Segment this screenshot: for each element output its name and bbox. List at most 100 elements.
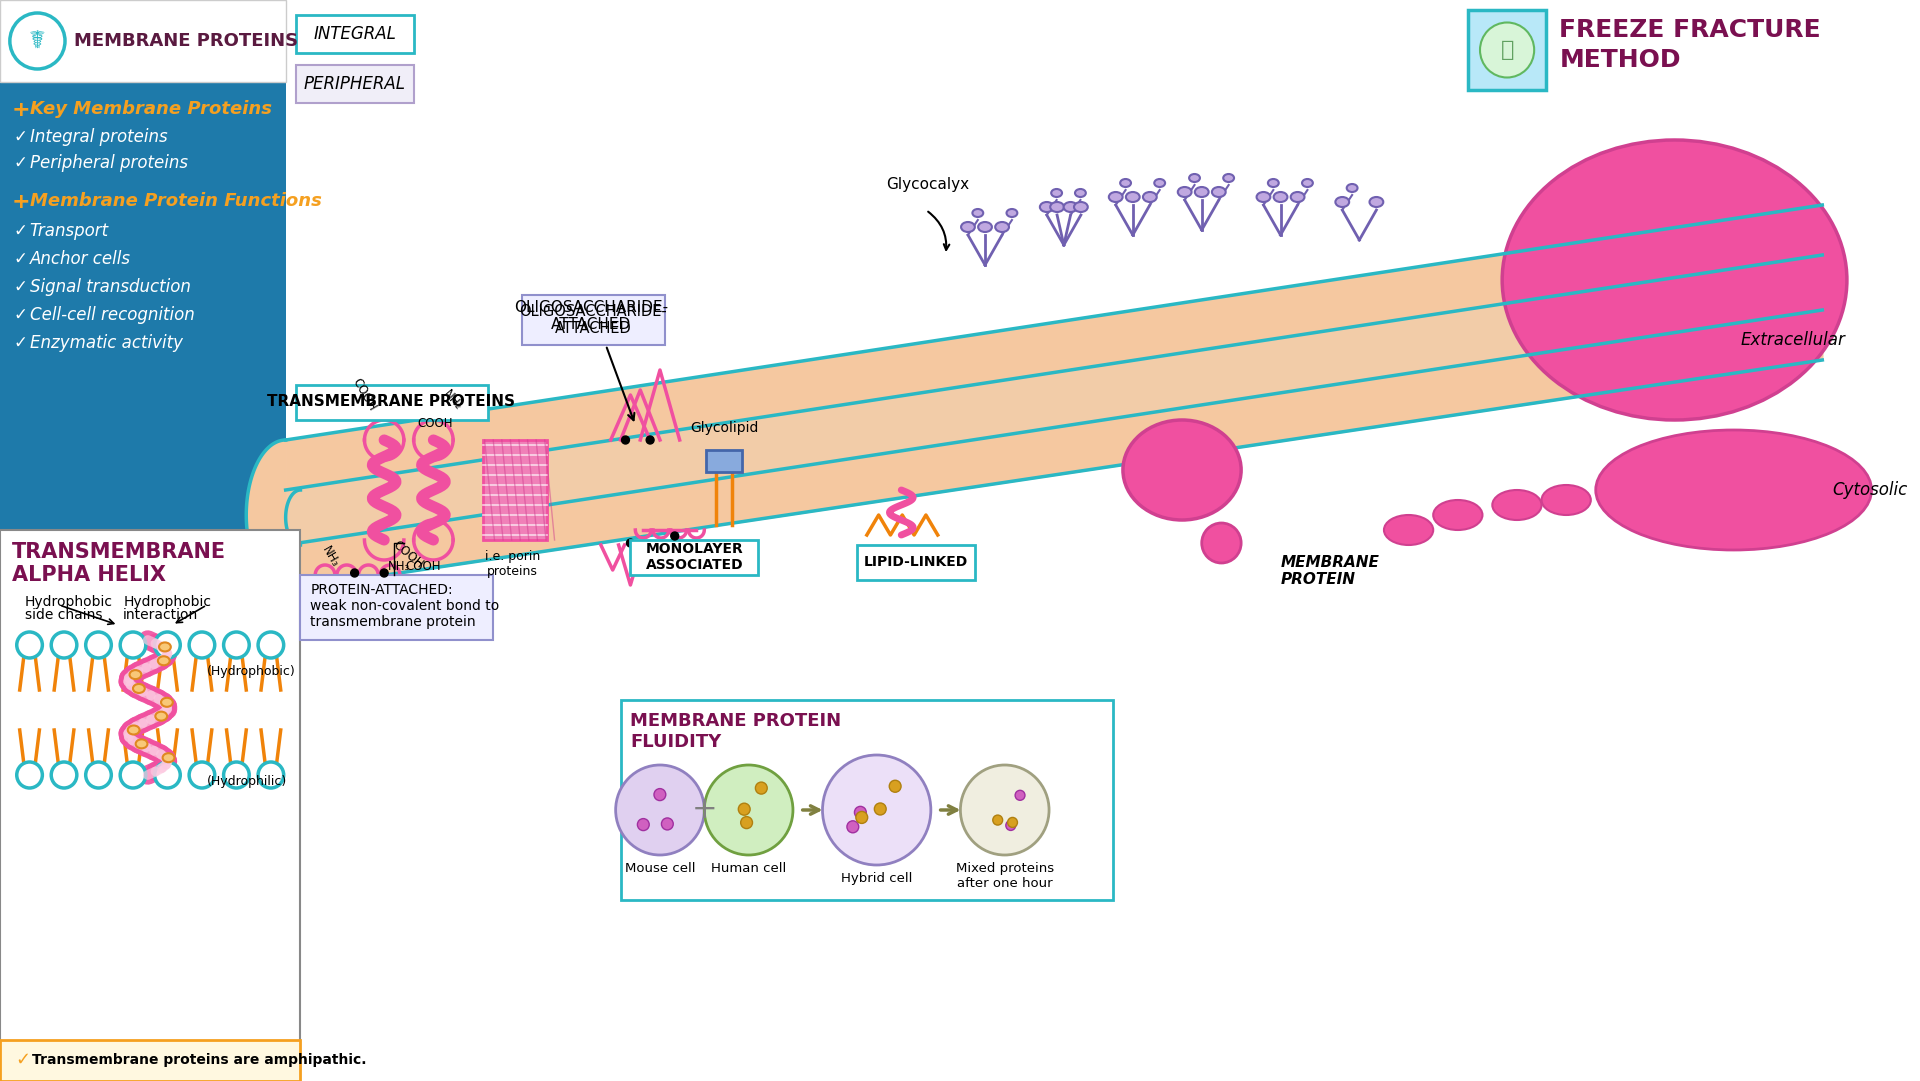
- Text: Enzymatic activity: Enzymatic activity: [29, 334, 182, 352]
- Circle shape: [647, 436, 655, 444]
- FancyBboxPatch shape: [620, 700, 1114, 900]
- Circle shape: [380, 569, 388, 577]
- Ellipse shape: [1188, 174, 1200, 182]
- Ellipse shape: [1050, 202, 1064, 212]
- Circle shape: [741, 816, 753, 829]
- Circle shape: [822, 755, 931, 865]
- Ellipse shape: [1302, 179, 1313, 187]
- Ellipse shape: [1177, 187, 1192, 197]
- Text: FREEZE FRACTURE: FREEZE FRACTURE: [1559, 18, 1820, 42]
- Text: ✓: ✓: [13, 128, 27, 146]
- Text: OLIGOSACCHARIDE-
ATTACHED: OLIGOSACCHARIDE- ATTACHED: [518, 304, 666, 336]
- Text: Hydrophobic: Hydrophobic: [25, 595, 113, 609]
- Ellipse shape: [1142, 192, 1156, 202]
- Ellipse shape: [977, 222, 993, 232]
- Ellipse shape: [995, 222, 1010, 232]
- Text: Hybrid cell: Hybrid cell: [841, 872, 912, 885]
- FancyBboxPatch shape: [1467, 10, 1546, 90]
- FancyBboxPatch shape: [296, 15, 413, 53]
- Text: Membrane Protein Functions: Membrane Protein Functions: [29, 192, 321, 210]
- Circle shape: [351, 569, 359, 577]
- Text: Mouse cell: Mouse cell: [624, 862, 695, 875]
- Circle shape: [960, 765, 1048, 855]
- Text: ✓: ✓: [13, 250, 27, 268]
- Text: ✓: ✓: [13, 278, 27, 296]
- Text: NH₃: NH₃: [388, 560, 411, 573]
- Ellipse shape: [1125, 192, 1140, 202]
- Circle shape: [626, 539, 634, 547]
- Ellipse shape: [1041, 202, 1054, 212]
- Circle shape: [1016, 790, 1025, 800]
- Ellipse shape: [159, 642, 171, 652]
- Ellipse shape: [1384, 515, 1432, 545]
- Text: Cytosolic: Cytosolic: [1832, 481, 1907, 499]
- Text: (Hydrophilic): (Hydrophilic): [207, 775, 288, 788]
- Text: INTEGRAL: INTEGRAL: [313, 25, 396, 43]
- Circle shape: [121, 762, 146, 788]
- Ellipse shape: [972, 209, 983, 217]
- Circle shape: [86, 762, 111, 788]
- Ellipse shape: [1346, 184, 1357, 192]
- Ellipse shape: [1492, 490, 1542, 520]
- Circle shape: [156, 632, 180, 658]
- Text: MEMBRANE
PROTEIN: MEMBRANE PROTEIN: [1281, 555, 1379, 587]
- Ellipse shape: [962, 222, 975, 232]
- Text: Cell-cell recognition: Cell-cell recognition: [29, 306, 194, 324]
- Text: ✓: ✓: [13, 154, 27, 172]
- Circle shape: [622, 436, 630, 444]
- Ellipse shape: [1256, 192, 1271, 202]
- Circle shape: [1202, 523, 1240, 563]
- Ellipse shape: [129, 670, 142, 679]
- Text: TRANSMEMBRANE PROTEINS: TRANSMEMBRANE PROTEINS: [267, 395, 515, 410]
- Text: MONOLAYER
ASSOCIATED: MONOLAYER ASSOCIATED: [645, 542, 743, 572]
- FancyBboxPatch shape: [0, 0, 286, 82]
- FancyBboxPatch shape: [0, 530, 300, 1081]
- Text: ✓: ✓: [13, 334, 27, 352]
- Ellipse shape: [1110, 192, 1123, 202]
- Ellipse shape: [1194, 187, 1208, 197]
- Ellipse shape: [1119, 179, 1131, 187]
- Text: (Hydrophobic): (Hydrophobic): [207, 665, 296, 678]
- Circle shape: [52, 762, 77, 788]
- Circle shape: [121, 632, 146, 658]
- Text: COOH: COOH: [405, 560, 442, 573]
- FancyBboxPatch shape: [522, 295, 664, 345]
- FancyBboxPatch shape: [856, 545, 975, 580]
- Ellipse shape: [157, 656, 169, 665]
- Circle shape: [257, 632, 284, 658]
- Text: MEMBRANE PROTEINS: MEMBRANE PROTEINS: [73, 32, 298, 50]
- Text: MEMBRANE PROTEIN
FLUIDITY: MEMBRANE PROTEIN FLUIDITY: [630, 712, 841, 751]
- Text: Glycocalyx: Glycocalyx: [887, 177, 970, 192]
- Text: LIPID-LINKED: LIPID-LINKED: [864, 555, 968, 569]
- Text: i.e. porin
proteins: i.e. porin proteins: [484, 550, 540, 578]
- Circle shape: [856, 812, 868, 824]
- Ellipse shape: [1432, 501, 1482, 530]
- Text: interaction: interaction: [123, 608, 198, 622]
- Circle shape: [86, 632, 111, 658]
- Text: side chains: side chains: [25, 608, 102, 622]
- Text: TRANSMEMBRANE: TRANSMEMBRANE: [12, 542, 227, 562]
- Circle shape: [1008, 817, 1018, 827]
- Ellipse shape: [136, 739, 148, 748]
- Text: COOH: COOH: [390, 538, 426, 572]
- Polygon shape: [246, 440, 286, 590]
- Circle shape: [616, 765, 705, 855]
- Circle shape: [10, 13, 65, 69]
- Ellipse shape: [1073, 202, 1089, 212]
- Ellipse shape: [1212, 187, 1225, 197]
- Text: +: +: [12, 101, 31, 120]
- Text: +: +: [12, 192, 31, 212]
- Ellipse shape: [132, 684, 144, 693]
- Text: Human cell: Human cell: [710, 862, 787, 875]
- FancyBboxPatch shape: [630, 540, 758, 575]
- Ellipse shape: [1154, 179, 1165, 187]
- Text: Transport: Transport: [29, 222, 109, 240]
- Ellipse shape: [1596, 430, 1872, 550]
- Circle shape: [223, 762, 250, 788]
- Ellipse shape: [156, 711, 167, 721]
- Circle shape: [17, 762, 42, 788]
- Text: Signal transduction: Signal transduction: [29, 278, 190, 296]
- Ellipse shape: [1501, 141, 1847, 421]
- Ellipse shape: [1006, 209, 1018, 217]
- Text: 🦠: 🦠: [1500, 40, 1513, 61]
